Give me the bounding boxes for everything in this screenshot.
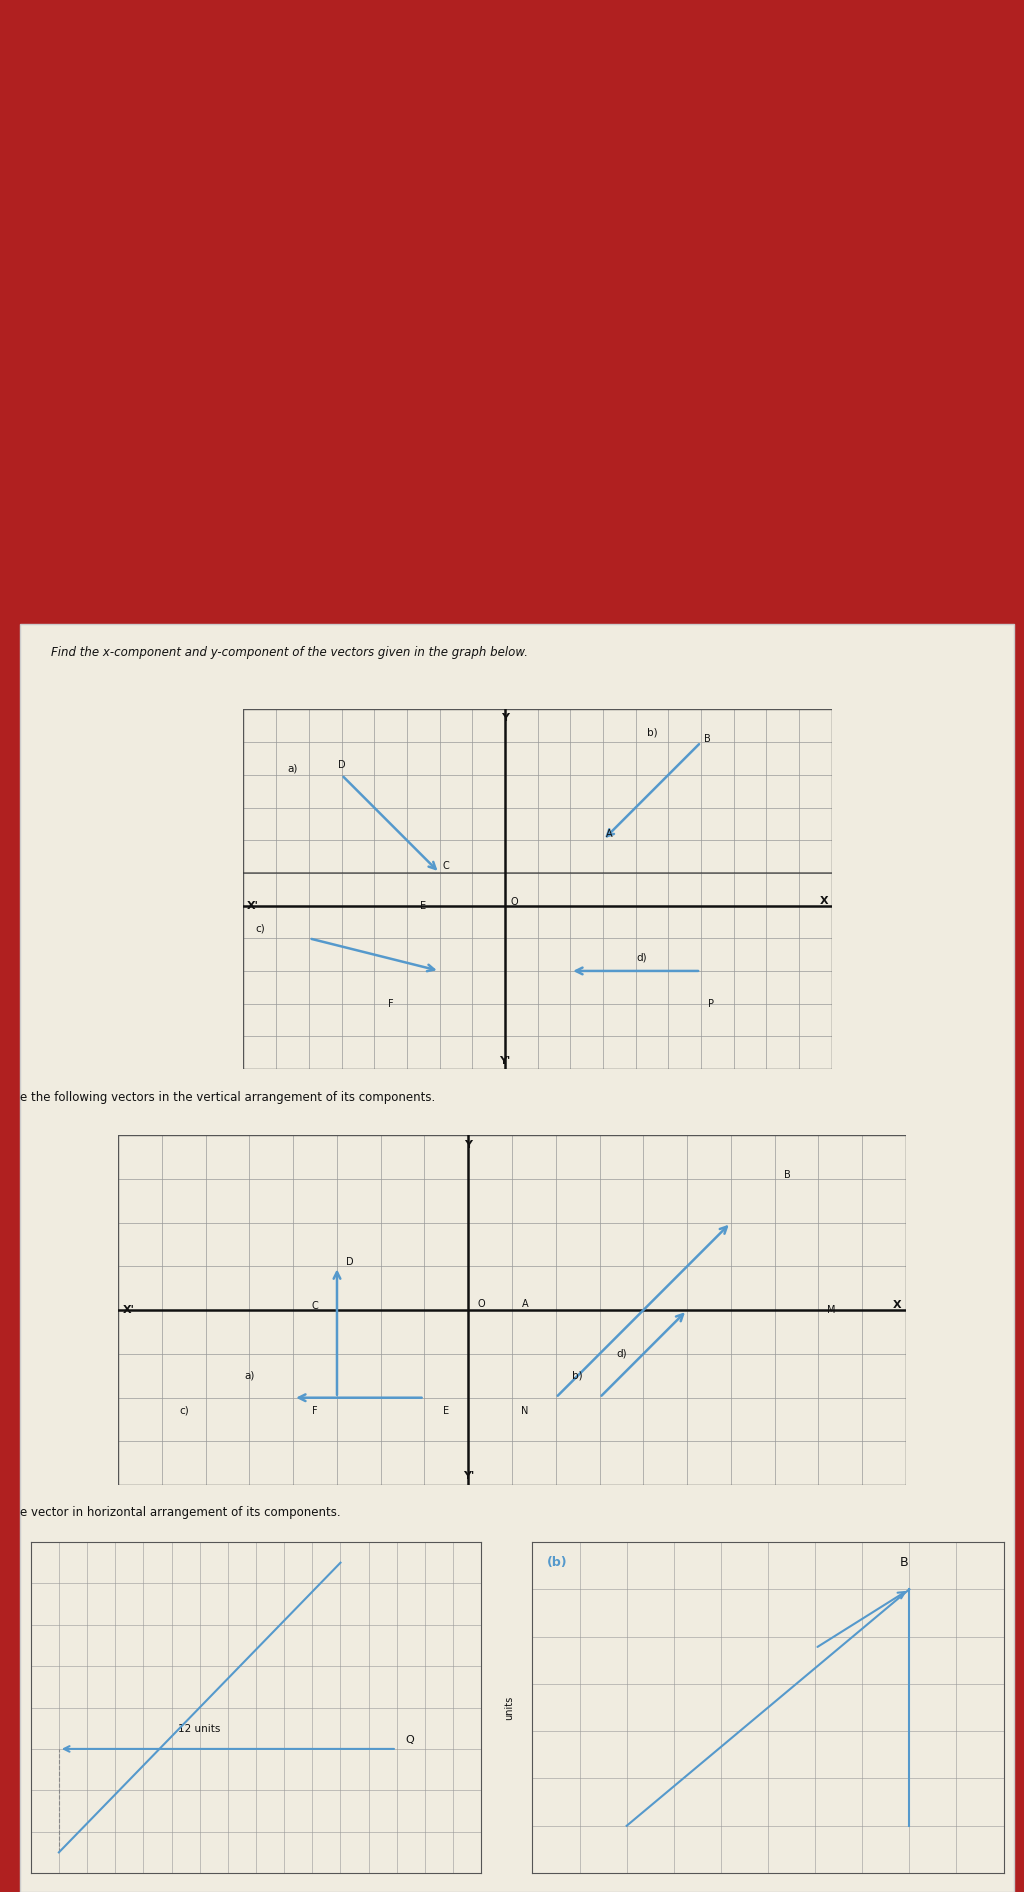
Text: b): b) xyxy=(572,1372,583,1381)
Text: X': X' xyxy=(247,901,259,910)
Text: A: A xyxy=(522,1298,528,1309)
Text: M: M xyxy=(827,1305,836,1315)
Text: Y: Y xyxy=(501,713,509,723)
Text: E: E xyxy=(443,1406,450,1415)
Text: Y: Y xyxy=(464,1139,472,1150)
Text: (b): (b) xyxy=(547,1555,567,1568)
Text: C: C xyxy=(311,1302,318,1311)
Text: B: B xyxy=(900,1555,908,1568)
Text: C: C xyxy=(442,861,450,872)
Text: X: X xyxy=(820,895,828,906)
Text: B: B xyxy=(705,734,711,744)
Text: units: units xyxy=(504,1695,514,1720)
Text: a): a) xyxy=(288,762,298,774)
Text: d): d) xyxy=(637,954,647,963)
Text: O: O xyxy=(477,1298,485,1309)
Text: Y': Y' xyxy=(500,1056,511,1065)
Text: N: N xyxy=(521,1406,528,1415)
Text: c): c) xyxy=(179,1406,188,1415)
Text: a): a) xyxy=(245,1372,255,1381)
Text: F: F xyxy=(312,1406,317,1415)
Text: B: B xyxy=(784,1169,791,1179)
Text: A: A xyxy=(606,829,612,838)
Text: P: P xyxy=(708,999,714,1008)
Text: Q: Q xyxy=(406,1735,414,1744)
Text: c): c) xyxy=(255,923,264,933)
Text: Y': Y' xyxy=(463,1470,474,1481)
Text: X': X' xyxy=(123,1305,134,1315)
Text: X: X xyxy=(893,1300,901,1309)
Text: b): b) xyxy=(647,727,657,738)
Text: d): d) xyxy=(616,1349,627,1358)
Polygon shape xyxy=(20,624,1014,1892)
Text: D: D xyxy=(338,761,345,770)
Text: e vector in horizontal arrangement of its components.: e vector in horizontal arrangement of it… xyxy=(20,1506,341,1519)
Text: E: E xyxy=(420,901,426,910)
Text: D: D xyxy=(346,1256,354,1268)
Text: e the following vectors in the vertical arrangement of its components.: e the following vectors in the vertical … xyxy=(20,1092,436,1103)
Text: O: O xyxy=(511,897,518,908)
Text: Find the x-component and y-component of the vectors given in the graph below.: Find the x-component and y-component of … xyxy=(51,647,528,658)
Text: F: F xyxy=(388,999,393,1008)
Text: 12 units: 12 units xyxy=(178,1724,221,1735)
